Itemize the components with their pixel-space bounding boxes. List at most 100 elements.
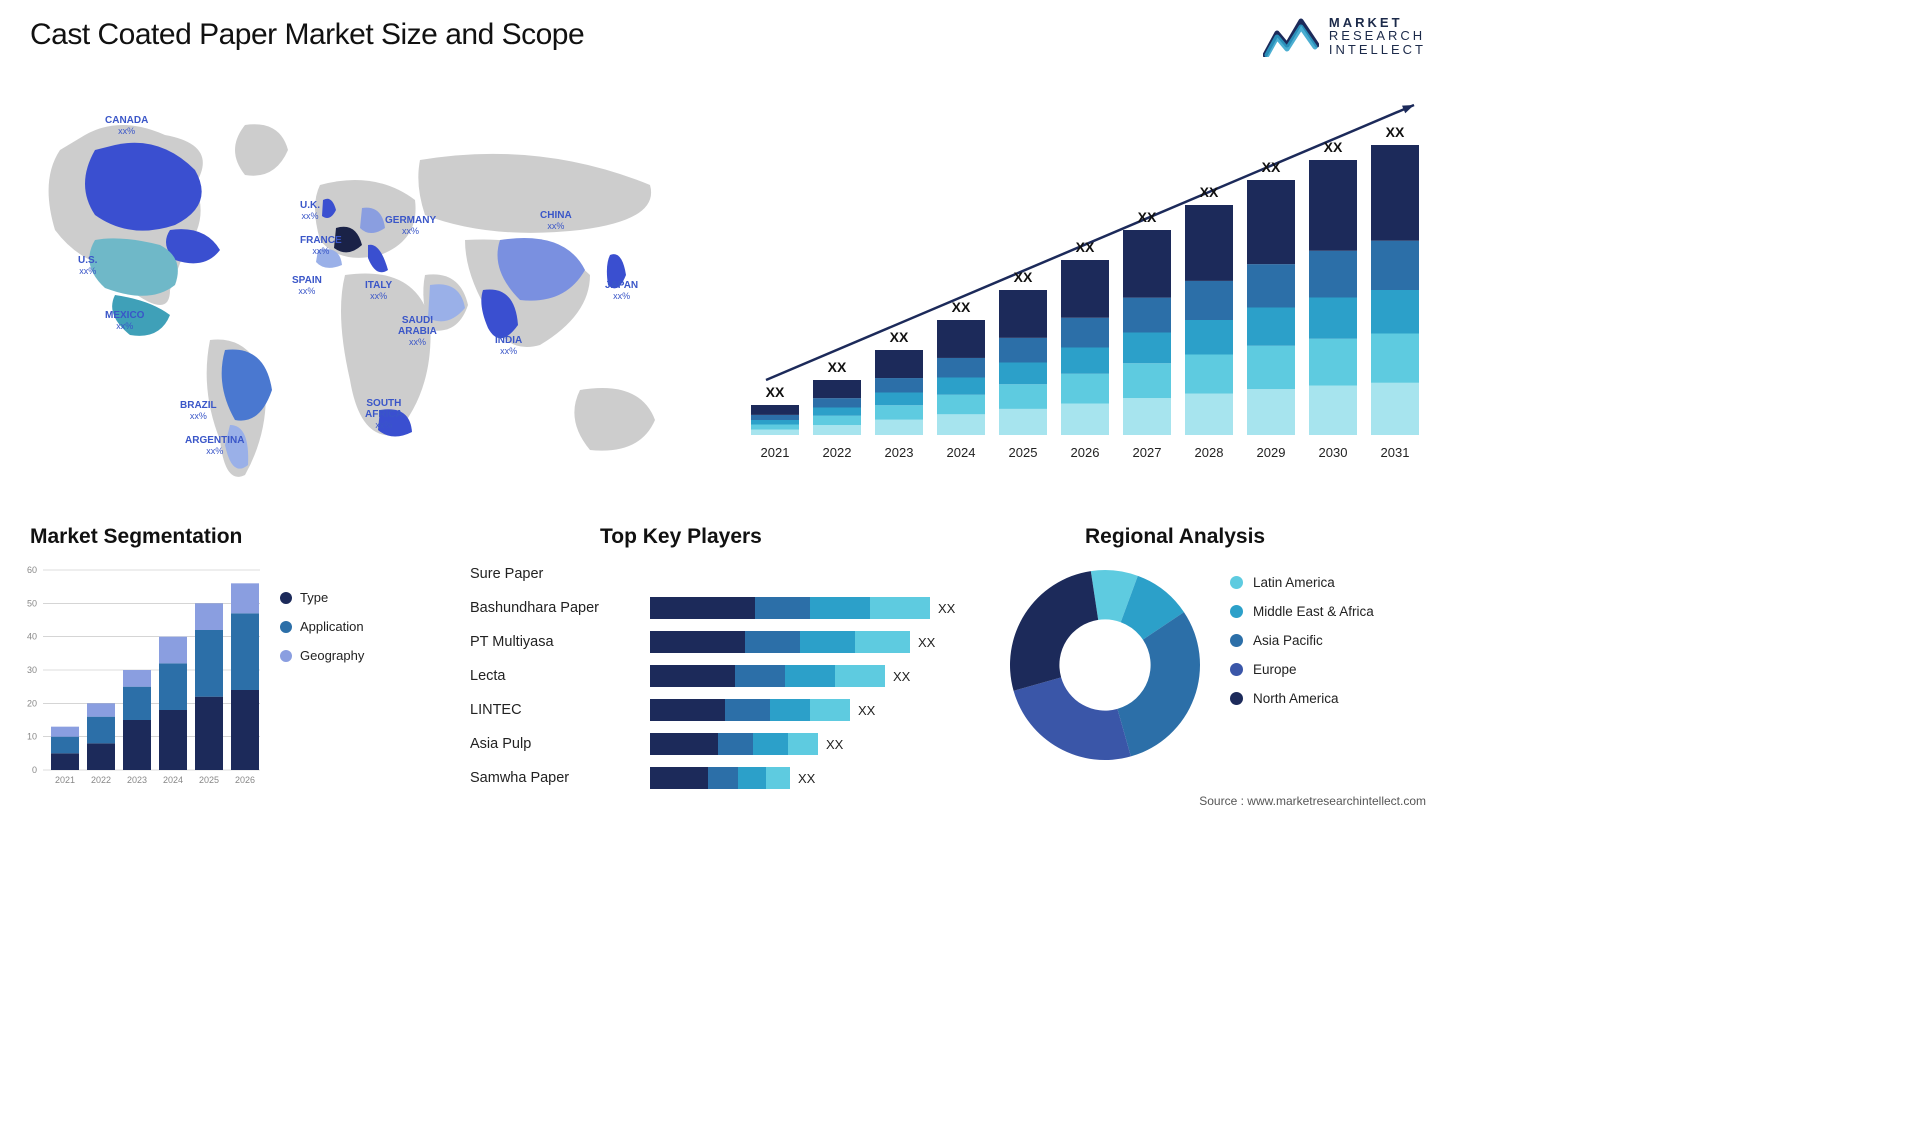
regional-legend: Latin America Middle East & Africa Asia Pa…	[1230, 575, 1374, 720]
segmentation-legend-item: Application	[280, 619, 364, 634]
key-player-row: Sure Paper	[470, 560, 980, 588]
svg-text:2025: 2025	[199, 775, 219, 785]
key-player-label: Sure Paper	[470, 566, 650, 582]
key-player-bar	[650, 631, 910, 653]
logo-mark-icon	[1263, 15, 1319, 57]
map-country-label: FRANCExx%	[300, 235, 342, 257]
key-player-row: LINTEC XX	[470, 696, 980, 724]
regional-legend-item: Europe	[1230, 662, 1374, 677]
svg-text:50: 50	[27, 598, 37, 608]
svg-text:2028: 2028	[1195, 445, 1224, 460]
svg-text:XX: XX	[1324, 139, 1343, 155]
key-player-value: XX	[938, 601, 955, 616]
key-player-bar	[650, 767, 790, 789]
world-map-svg	[20, 90, 700, 490]
key-player-row: Lecta XX	[470, 662, 980, 690]
map-country-label: ITALYxx%	[365, 280, 392, 302]
svg-text:2024: 2024	[947, 445, 976, 460]
segmentation-legend: Type Application Geography	[280, 590, 364, 677]
svg-text:2023: 2023	[127, 775, 147, 785]
map-country-label: BRAZILxx%	[180, 400, 217, 422]
regional-legend-item: Middle East & Africa	[1230, 604, 1374, 619]
key-players-chart: Sure PaperBashundhara PaperXXPT Multiyas…	[470, 560, 980, 798]
key-player-row: Asia Pulp XX	[470, 730, 980, 758]
map-country-label: CHINAxx%	[540, 210, 572, 232]
segmentation-legend-item: Geography	[280, 648, 364, 663]
regional-legend-item: North America	[1230, 691, 1374, 706]
source-attribution: Source : www.marketresearchintellect.com	[1199, 794, 1426, 808]
map-country-label: SOUTHAFRICAxx%	[365, 398, 403, 431]
map-country-label: JAPANxx%	[605, 280, 638, 302]
svg-text:2022: 2022	[823, 445, 852, 460]
key-player-value: XX	[826, 737, 843, 752]
map-country-label: ARGENTINAxx%	[185, 435, 244, 457]
svg-text:30: 30	[27, 665, 37, 675]
key-player-label: Asia Pulp	[470, 736, 650, 752]
brand-logo: MARKET RESEARCH INTELLECT	[1263, 15, 1426, 57]
key-player-label: LINTEC	[470, 702, 650, 718]
svg-text:2027: 2027	[1133, 445, 1162, 460]
map-country-label: U.K.xx%	[300, 200, 320, 222]
svg-text:2029: 2029	[1257, 445, 1286, 460]
svg-text:2026: 2026	[235, 775, 255, 785]
svg-text:XX: XX	[828, 359, 847, 375]
key-player-value: XX	[918, 635, 935, 650]
svg-text:10: 10	[27, 732, 37, 742]
svg-text:XX: XX	[890, 329, 909, 345]
svg-text:2021: 2021	[761, 445, 790, 460]
regional-donut	[1000, 560, 1210, 770]
key-player-bar	[650, 733, 818, 755]
key-player-value: XX	[893, 669, 910, 684]
map-country-label: U.S.xx%	[78, 255, 97, 277]
key-player-value: XX	[798, 771, 815, 786]
key-player-label: Samwha Paper	[470, 770, 650, 786]
svg-text:XX: XX	[1076, 239, 1095, 255]
map-country-label: INDIAxx%	[495, 335, 522, 357]
svg-text:2023: 2023	[885, 445, 914, 460]
key-players-heading: Top Key Players	[600, 525, 762, 549]
svg-text:20: 20	[27, 698, 37, 708]
map-country-label: SAUDIARABIAxx%	[398, 315, 437, 348]
key-player-row: Bashundhara Paper XX	[470, 594, 980, 622]
key-player-label: Bashundhara Paper	[470, 600, 650, 616]
logo-text: MARKET RESEARCH INTELLECT	[1329, 16, 1426, 57]
svg-text:XX: XX	[1014, 269, 1033, 285]
regional-heading: Regional Analysis	[1085, 525, 1265, 549]
regional-legend-item: Asia Pacific	[1230, 633, 1374, 648]
svg-text:40: 40	[27, 632, 37, 642]
map-country-label: CANADAxx%	[105, 115, 148, 137]
svg-text:2021: 2021	[55, 775, 75, 785]
key-player-label: Lecta	[470, 668, 650, 684]
svg-text:2025: 2025	[1009, 445, 1038, 460]
map-country-label: SPAINxx%	[292, 275, 322, 297]
svg-text:2030: 2030	[1319, 445, 1348, 460]
map-country-label: GERMANYxx%	[385, 215, 436, 237]
key-player-label: PT Multiyasa	[470, 634, 650, 650]
segmentation-chart: 0 10 20 30 40 50 60 2021 2022 2023 2024 2025 2026	[15, 560, 265, 790]
key-player-row: Samwha Paper XX	[470, 764, 980, 792]
page-title: Cast Coated Paper Market Size and Scope	[30, 18, 584, 52]
svg-text:0: 0	[32, 765, 37, 775]
svg-text:60: 60	[27, 565, 37, 575]
segmentation-legend-item: Type	[280, 590, 364, 605]
svg-text:XX: XX	[1138, 209, 1157, 225]
svg-text:XX: XX	[1386, 124, 1405, 140]
map-country-label: MEXICOxx%	[105, 310, 144, 332]
key-player-bar	[650, 699, 850, 721]
growth-chart: XX 2021 XX 2022 XX 2023 XX 2024 XX 2025 XX 2026 XX 20…	[736, 90, 1426, 470]
svg-text:2026: 2026	[1071, 445, 1100, 460]
svg-text:XX: XX	[952, 299, 971, 315]
svg-text:2024: 2024	[163, 775, 183, 785]
svg-text:2031: 2031	[1381, 445, 1410, 460]
key-player-value: XX	[858, 703, 875, 718]
segmentation-heading: Market Segmentation	[30, 525, 242, 549]
svg-text:XX: XX	[1200, 184, 1219, 200]
key-player-bar	[650, 665, 885, 687]
svg-text:XX: XX	[766, 384, 785, 400]
world-map-panel: CANADAxx% U.S.xx% MEXICOxx% BRAZILxx% ARGENT…	[20, 90, 700, 490]
svg-text:XX: XX	[1262, 159, 1281, 175]
key-player-row: PT Multiyasa XX	[470, 628, 980, 656]
svg-text:2022: 2022	[91, 775, 111, 785]
key-player-bar	[650, 597, 930, 619]
regional-legend-item: Latin America	[1230, 575, 1374, 590]
